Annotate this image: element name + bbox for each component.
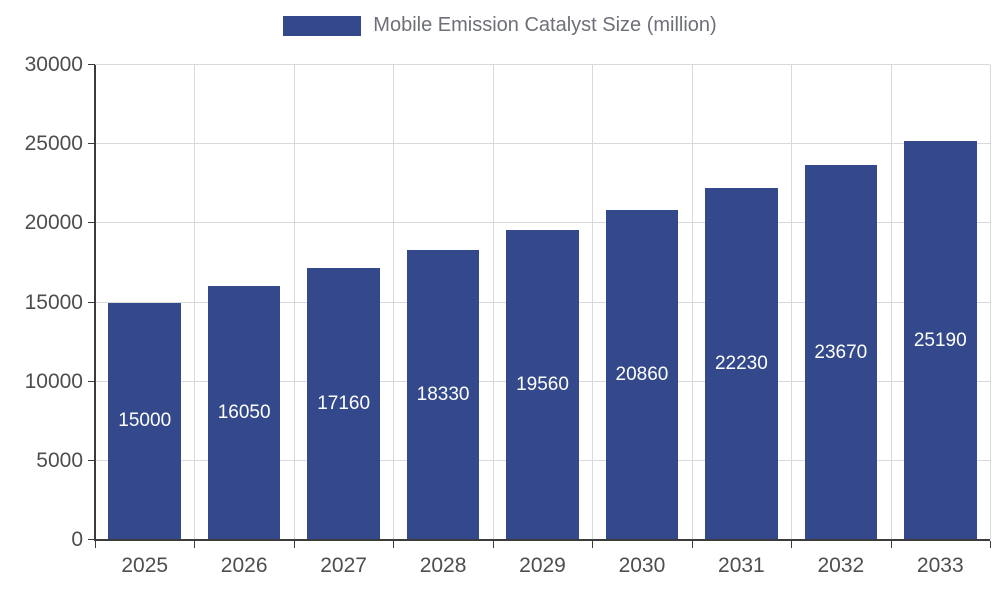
bar-2029[interactable]: 19560 bbox=[506, 230, 579, 540]
y-tick-mark bbox=[88, 64, 95, 65]
v-gridline bbox=[393, 65, 395, 540]
bar-value-label: 16050 bbox=[217, 401, 271, 423]
bar-value-label: 22230 bbox=[714, 353, 768, 375]
legend-swatch bbox=[283, 15, 362, 36]
v-gridline bbox=[492, 65, 494, 540]
h-gridline bbox=[95, 143, 990, 145]
y-tick-mark bbox=[88, 143, 95, 145]
x-tick-mark bbox=[592, 541, 594, 548]
x-tick-label: 2033 bbox=[916, 554, 964, 577]
y-tick-label: 25000 bbox=[24, 132, 83, 156]
v-gridline bbox=[791, 65, 793, 540]
x-tick-label: 2026 bbox=[220, 554, 268, 577]
x-tick-mark bbox=[791, 541, 793, 548]
y-tick-label: 5000 bbox=[36, 448, 83, 472]
bar-value-label: 17160 bbox=[317, 393, 371, 415]
x-tick-label: 2025 bbox=[121, 554, 169, 577]
v-gridline bbox=[293, 65, 295, 540]
y-tick-label: 10000 bbox=[24, 369, 83, 393]
x-tick-mark bbox=[95, 541, 96, 548]
bar-2025[interactable]: 15000 bbox=[108, 302, 182, 540]
x-tick-mark bbox=[990, 541, 991, 548]
y-axis-line bbox=[94, 65, 96, 540]
v-gridline bbox=[990, 65, 991, 540]
y-tick-mark bbox=[88, 539, 95, 540]
plot-area: 15000 16050 17160 18330 19560 20860 22230 23670… bbox=[25, 53, 991, 577]
y-tick-label: 0 bbox=[71, 528, 83, 551]
x-tick-label: 2030 bbox=[618, 554, 666, 577]
x-tick-mark bbox=[194, 541, 196, 548]
x-tick-mark bbox=[293, 541, 295, 548]
bar-2033[interactable]: 25190 bbox=[903, 141, 977, 540]
bar-value-label: 25190 bbox=[913, 329, 967, 351]
legend[interactable]: Mobile Emission Catalyst Size (million) bbox=[0, 14, 1000, 37]
bar-value-label: 18330 bbox=[416, 383, 470, 405]
y-tick-mark bbox=[88, 222, 95, 224]
bar-2032[interactable]: 23670 bbox=[804, 165, 878, 540]
bar-2027[interactable]: 17160 bbox=[307, 268, 380, 540]
bar-2031[interactable]: 22230 bbox=[705, 188, 778, 540]
h-gridline bbox=[95, 64, 990, 65]
x-axis-line bbox=[94, 539, 990, 541]
bar-value-label: 19560 bbox=[516, 374, 569, 396]
y-tick-label: 15000 bbox=[24, 290, 83, 314]
bar-value-label: 20860 bbox=[615, 363, 669, 385]
v-gridline bbox=[890, 65, 892, 540]
y-tick-mark bbox=[88, 380, 95, 382]
y-tick-label: 30000 bbox=[24, 53, 83, 76]
v-gridline bbox=[592, 65, 594, 540]
x-tick-mark bbox=[691, 541, 693, 548]
y-tick-mark bbox=[88, 301, 95, 303]
y-tick-label: 20000 bbox=[24, 211, 83, 235]
bar-2030[interactable]: 20860 bbox=[605, 209, 679, 540]
x-tick-label: 2031 bbox=[718, 554, 765, 577]
h-gridline bbox=[95, 222, 990, 224]
bar-value-label: 15000 bbox=[118, 410, 172, 432]
x-tick-label: 2029 bbox=[519, 554, 566, 577]
chart-title: Mobile Emission Catalyst Size (million) bbox=[373, 14, 717, 36]
x-tick-mark bbox=[393, 541, 395, 548]
x-tick-mark bbox=[492, 541, 494, 548]
x-tick-label: 2027 bbox=[320, 554, 367, 577]
x-tick-label: 2032 bbox=[817, 554, 865, 577]
x-tick-mark bbox=[890, 541, 892, 548]
bar-value-label: 23670 bbox=[814, 341, 868, 363]
bar-2028[interactable]: 18330 bbox=[406, 249, 480, 540]
x-tick-label: 2028 bbox=[419, 554, 467, 577]
bar-2026[interactable]: 16050 bbox=[207, 285, 281, 540]
v-gridline bbox=[691, 65, 693, 540]
y-tick-mark bbox=[88, 459, 95, 461]
v-gridline bbox=[194, 65, 196, 540]
